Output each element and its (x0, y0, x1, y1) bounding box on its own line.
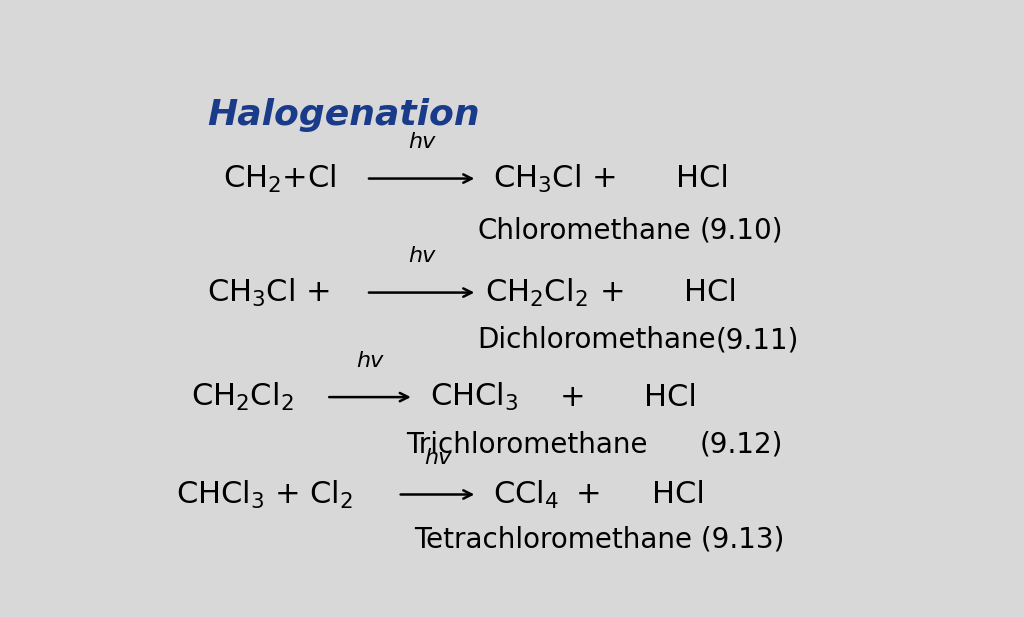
Text: (9.12): (9.12) (699, 431, 782, 458)
Text: +: + (575, 480, 601, 509)
Text: HCl: HCl (676, 164, 728, 193)
Text: CH$_2$Cl$_2$: CH$_2$Cl$_2$ (485, 276, 588, 308)
Text: (9.10): (9.10) (699, 217, 783, 245)
Text: Chloromethane: Chloromethane (477, 217, 691, 245)
Text: HCl: HCl (652, 480, 705, 509)
Text: +: + (591, 164, 617, 193)
Text: CH$_3$Cl: CH$_3$Cl (494, 162, 581, 194)
Text: +: + (599, 278, 625, 307)
Text: HCl: HCl (684, 278, 736, 307)
Text: CHCl$_3$ + Cl$_2$: CHCl$_3$ + Cl$_2$ (176, 478, 353, 510)
Text: +: + (559, 383, 586, 412)
Text: CHCl$_3$: CHCl$_3$ (430, 381, 518, 413)
Text: Trichloromethane: Trichloromethane (406, 431, 647, 458)
Text: (9.11): (9.11) (715, 326, 799, 354)
Text: CH$_2$Cl$_2$: CH$_2$Cl$_2$ (191, 381, 294, 413)
Text: HCl: HCl (644, 383, 696, 412)
Text: hv: hv (356, 351, 384, 371)
Text: hv: hv (408, 133, 435, 152)
Text: hv: hv (408, 246, 435, 267)
Text: CH$_2$+Cl: CH$_2$+Cl (223, 162, 337, 194)
Text: Dichloromethane: Dichloromethane (477, 326, 716, 354)
Text: Tetrachloromethane (9.13): Tetrachloromethane (9.13) (414, 526, 784, 553)
Text: CH$_3$Cl +: CH$_3$Cl + (207, 276, 334, 308)
Text: CCl$_4$: CCl$_4$ (494, 478, 559, 510)
Text: Halogenation: Halogenation (207, 97, 480, 132)
Text: hv: hv (424, 449, 452, 468)
